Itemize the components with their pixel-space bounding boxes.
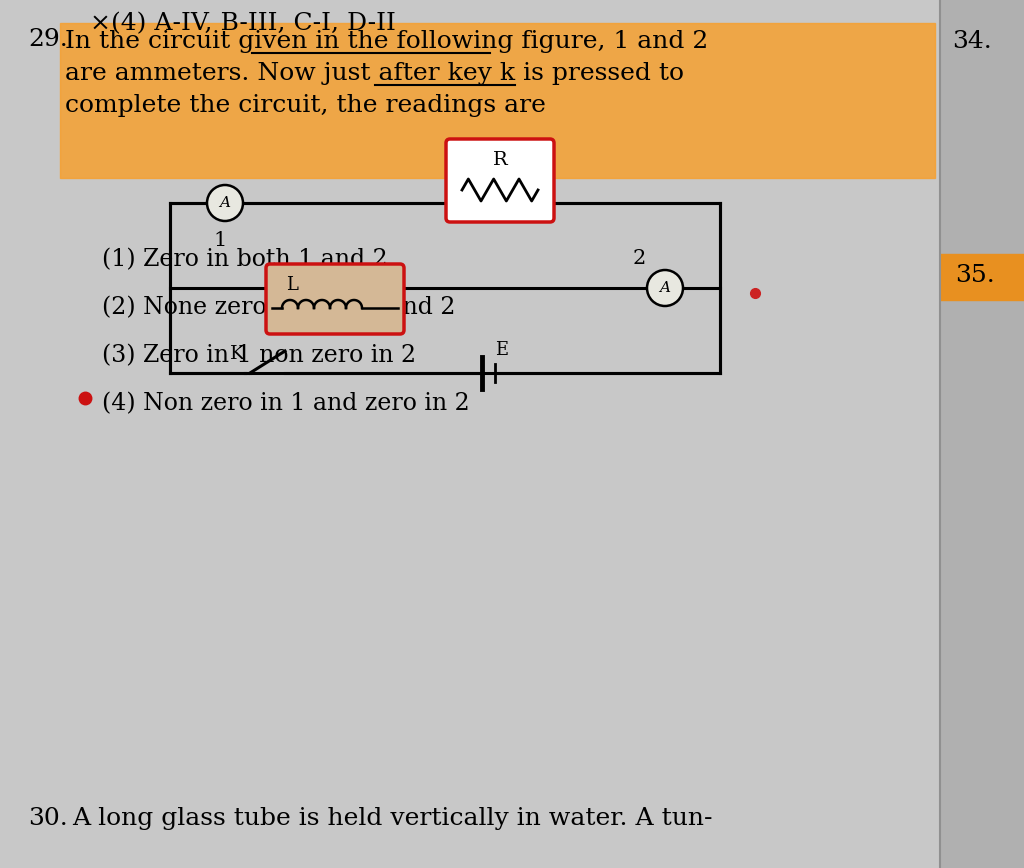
Text: In the circuit given in the following figure, 1 and 2: In the circuit given in the following fi… <box>65 30 709 53</box>
Text: 1: 1 <box>213 231 226 250</box>
Text: (4) Non zero in 1 and zero in 2: (4) Non zero in 1 and zero in 2 <box>102 392 470 415</box>
Text: 34.: 34. <box>952 30 992 53</box>
Text: A long glass tube is held vertically in water. A tun-: A long glass tube is held vertically in … <box>72 807 713 830</box>
Bar <box>170 203 720 373</box>
Text: R: R <box>493 151 507 169</box>
Bar <box>940 0 1024 868</box>
Circle shape <box>207 185 243 221</box>
Text: A: A <box>659 281 671 295</box>
Text: ×(4) A-IV, B-III, C-I, D-II: ×(4) A-IV, B-III, C-I, D-II <box>90 12 396 35</box>
Bar <box>940 254 1024 300</box>
Text: L: L <box>286 276 298 294</box>
Text: 29.: 29. <box>28 28 68 51</box>
Text: (3) Zero in 1 non zero in 2: (3) Zero in 1 non zero in 2 <box>102 344 416 367</box>
Text: are ammeters. Now just after key k is pressed to: are ammeters. Now just after key k is pr… <box>65 62 684 85</box>
Text: (1) Zero in both 1 and 2: (1) Zero in both 1 and 2 <box>102 248 388 271</box>
Text: 2: 2 <box>633 249 645 268</box>
Text: 30.: 30. <box>28 807 68 830</box>
FancyBboxPatch shape <box>446 139 554 222</box>
Text: E: E <box>496 341 509 359</box>
Text: complete the circuit, the readings are: complete the circuit, the readings are <box>65 94 546 117</box>
Text: A: A <box>219 196 230 210</box>
Bar <box>60 23 935 178</box>
Text: 35.: 35. <box>955 264 994 286</box>
Text: K: K <box>229 345 245 363</box>
Circle shape <box>647 270 683 306</box>
Text: (2) None zero in both 1 and 2: (2) None zero in both 1 and 2 <box>102 296 456 319</box>
FancyBboxPatch shape <box>266 264 404 334</box>
